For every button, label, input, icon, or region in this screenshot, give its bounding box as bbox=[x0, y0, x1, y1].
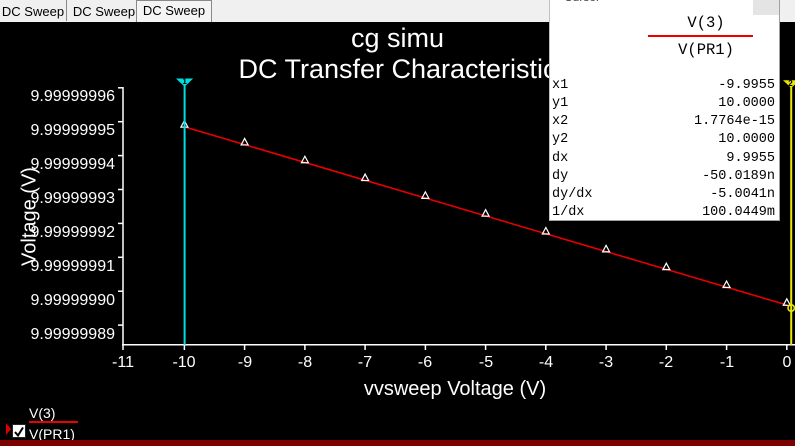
svg-text:1: 1 bbox=[182, 77, 187, 86]
svg-text:2: 2 bbox=[788, 79, 793, 88]
